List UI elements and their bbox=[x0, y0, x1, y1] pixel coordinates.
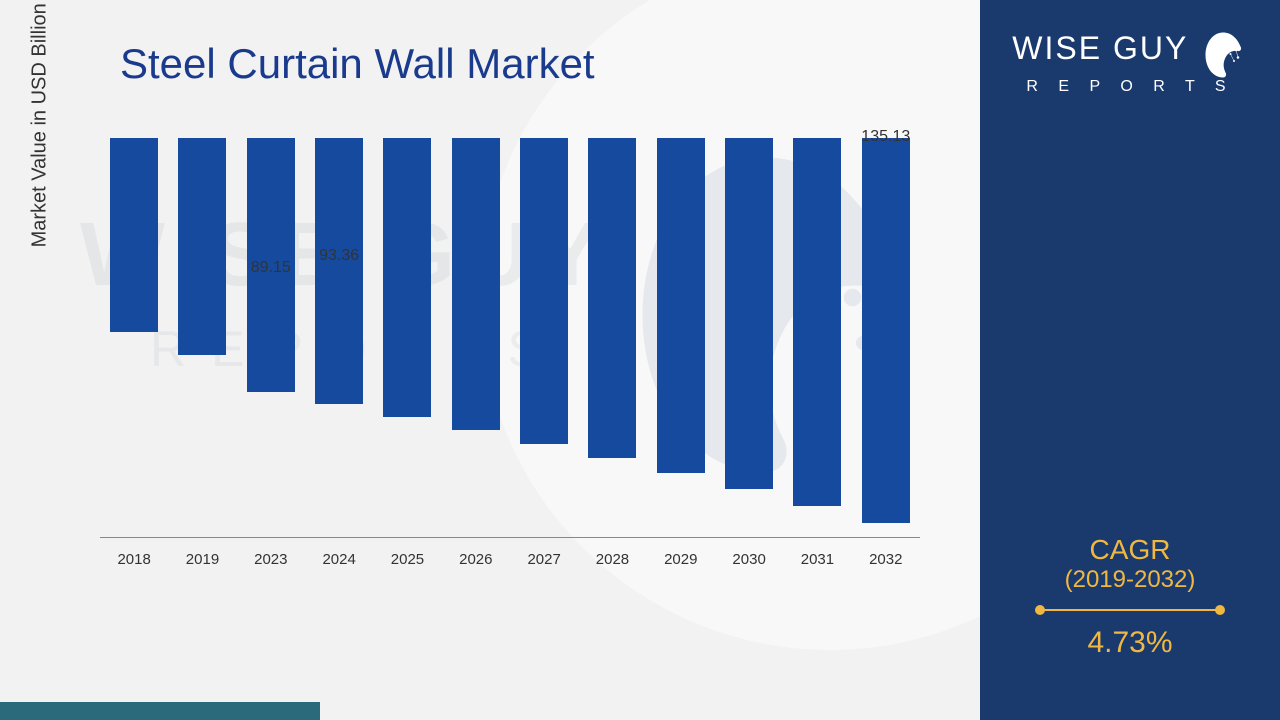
bar-wrapper: 89.15 bbox=[247, 138, 295, 537]
bar-wrapper bbox=[793, 138, 841, 537]
bar bbox=[383, 138, 431, 417]
bar-wrapper bbox=[383, 138, 431, 537]
cagr-years: (2019-2032) bbox=[980, 566, 1280, 594]
bar-wrapper bbox=[588, 138, 636, 537]
bar-value-label: 135.13 bbox=[861, 128, 910, 146]
bar-wrapper: 135.13 bbox=[862, 138, 910, 537]
bar bbox=[657, 138, 705, 473]
brand-logo: WISE GUY R E P O R T S bbox=[1012, 30, 1247, 96]
bar-value-label: 89.15 bbox=[251, 259, 291, 277]
x-axis-tick-label: 2027 bbox=[520, 551, 568, 568]
y-axis-label: Market Value in USD Billion bbox=[29, 3, 52, 247]
x-axis-tick-label: 2018 bbox=[110, 551, 158, 568]
cagr-label: CAGR bbox=[980, 534, 1280, 566]
x-axis-tick-label: 2023 bbox=[247, 551, 295, 568]
bar-wrapper: 93.36 bbox=[315, 138, 363, 537]
brand-head-icon bbox=[1198, 30, 1248, 80]
x-axis-tick-label: 2030 bbox=[725, 551, 773, 568]
x-axis-tick-label: 2031 bbox=[793, 551, 841, 568]
page-root: Steel Curtain Wall Market WISE GUY REPOR… bbox=[0, 0, 1280, 720]
x-axis-tick-label: 2026 bbox=[452, 551, 500, 568]
right-panel: WISE GUY R E P O R T S bbox=[980, 0, 1280, 720]
bar bbox=[452, 138, 500, 430]
bar-wrapper bbox=[452, 138, 500, 537]
cagr-value: 4.73% bbox=[980, 626, 1280, 660]
bar bbox=[588, 138, 636, 458]
x-axis-labels: 2018 2019 2023 2024 2025 2026 2027 2028 2029 2030… bbox=[100, 551, 920, 568]
x-axis-tick-label: 2032 bbox=[862, 551, 910, 568]
x-axis-tick-label: 2019 bbox=[178, 551, 226, 568]
chart-container: Market Value in USD Billion 89.1593.3613… bbox=[50, 138, 920, 578]
bar bbox=[110, 138, 158, 332]
x-axis-tick-label: 2024 bbox=[315, 551, 363, 568]
brand-sub: R E P O R T S bbox=[1012, 78, 1247, 96]
bar-wrapper bbox=[725, 138, 773, 537]
bar bbox=[725, 138, 773, 489]
x-axis-tick-label: 2029 bbox=[657, 551, 705, 568]
bar-wrapper bbox=[178, 138, 226, 537]
brand-name: WISE GUY bbox=[1012, 30, 1188, 66]
bar-wrapper bbox=[110, 138, 158, 537]
bars-group: 89.15 93.36 135.13 bbox=[100, 138, 920, 537]
bar bbox=[315, 138, 363, 404]
bar-wrapper bbox=[657, 138, 705, 537]
x-axis-tick-label: 2025 bbox=[383, 551, 431, 568]
bar-value-label: 93.36 bbox=[319, 247, 359, 265]
chart-title: Steel Curtain Wall Market bbox=[120, 40, 980, 88]
bar bbox=[793, 138, 841, 506]
bottom-accent-bar bbox=[0, 702, 320, 720]
x-axis-tick-label: 2028 bbox=[588, 551, 636, 568]
cagr-divider bbox=[1040, 609, 1220, 611]
bar-wrapper bbox=[520, 138, 568, 537]
cagr-block: CAGR (2019-2032) 4.73% bbox=[980, 534, 1280, 660]
main-area: Steel Curtain Wall Market WISE GUY REPOR… bbox=[0, 0, 980, 720]
plot-area: 89.15 93.36 135.13 bbox=[100, 138, 920, 538]
bar bbox=[178, 138, 226, 355]
bar bbox=[862, 138, 910, 523]
bar bbox=[520, 138, 568, 444]
